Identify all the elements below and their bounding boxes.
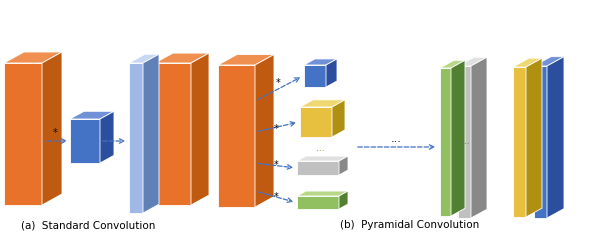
Polygon shape (526, 58, 542, 217)
Polygon shape (191, 53, 209, 205)
Polygon shape (297, 196, 339, 209)
Polygon shape (129, 54, 159, 63)
Polygon shape (339, 191, 348, 209)
Polygon shape (440, 60, 465, 68)
Text: ...: ... (391, 134, 401, 144)
Polygon shape (143, 54, 159, 213)
Polygon shape (255, 55, 274, 207)
Polygon shape (70, 111, 114, 119)
Text: *: * (274, 124, 278, 134)
Polygon shape (513, 58, 542, 67)
Polygon shape (297, 191, 348, 196)
Polygon shape (218, 55, 274, 65)
Polygon shape (513, 67, 526, 217)
Polygon shape (304, 59, 337, 65)
Polygon shape (534, 66, 547, 218)
Polygon shape (100, 111, 114, 163)
Polygon shape (326, 59, 337, 87)
Text: *: * (274, 192, 278, 202)
Polygon shape (300, 107, 332, 137)
Polygon shape (297, 161, 339, 175)
Polygon shape (471, 57, 487, 218)
Polygon shape (155, 63, 191, 205)
Text: (b)  Pyramidal Convolution: (b) Pyramidal Convolution (340, 220, 479, 230)
Polygon shape (332, 100, 345, 137)
Polygon shape (297, 156, 348, 161)
Text: (a)  Standard Convolution: (a) Standard Convolution (21, 220, 155, 230)
Polygon shape (70, 119, 100, 163)
Text: *: * (53, 128, 58, 138)
Text: *: * (274, 160, 278, 170)
Polygon shape (4, 63, 42, 205)
Polygon shape (304, 65, 326, 87)
Polygon shape (547, 57, 564, 218)
Polygon shape (42, 52, 62, 205)
Polygon shape (218, 65, 255, 207)
Polygon shape (458, 57, 487, 66)
Polygon shape (534, 57, 564, 66)
Polygon shape (4, 52, 62, 63)
Polygon shape (458, 66, 471, 218)
Polygon shape (129, 63, 143, 213)
Text: *: * (275, 78, 280, 88)
Polygon shape (339, 156, 348, 175)
Text: ...: ... (316, 144, 324, 153)
Polygon shape (440, 68, 451, 216)
Polygon shape (300, 100, 345, 107)
Polygon shape (451, 60, 465, 216)
Polygon shape (155, 53, 209, 63)
Text: ...: ... (461, 137, 469, 146)
